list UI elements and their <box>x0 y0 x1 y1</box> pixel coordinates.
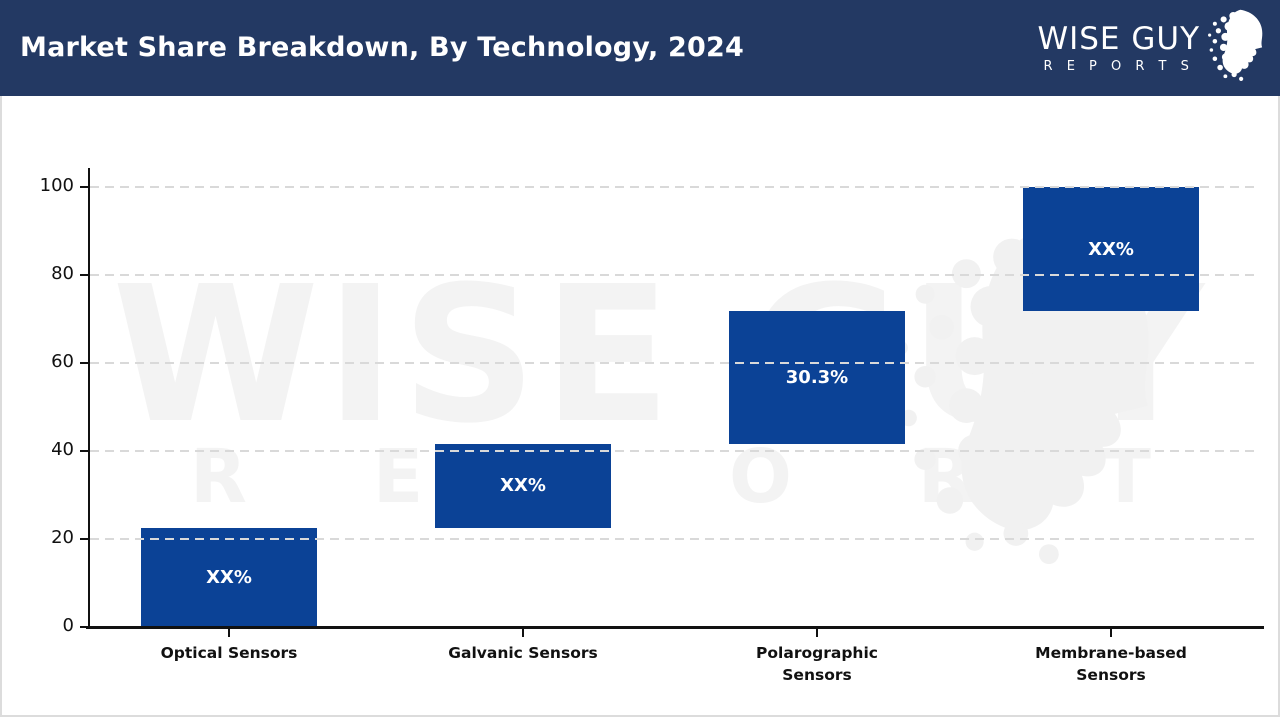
gridline-40 <box>90 450 1260 452</box>
x-axis-line <box>86 626 1264 629</box>
bar-polarographic-sensors: 30.3% <box>729 311 905 445</box>
y-axis-tick-label-100: 100 <box>39 175 74 196</box>
y-axis-tick-80 <box>80 274 88 276</box>
x-axis-tick-membrane-based-sensors <box>1110 629 1112 637</box>
y-axis-tick-label-80: 80 <box>51 263 74 284</box>
bar-label-galvanic-sensors: XX% <box>500 475 546 497</box>
gridline-100 <box>90 186 1260 188</box>
wiseguy-head-icon <box>1200 8 1270 85</box>
x-axis-tick-galvanic-sensors <box>522 629 524 637</box>
wiseguy-logo: WISE GUY R E P O R T S <box>1037 8 1270 85</box>
chart-header: Market Share Breakdown, By Technology, 2… <box>0 0 1280 96</box>
y-axis-tick-40 <box>80 450 88 452</box>
logo-subtext: R E P O R T S <box>1043 59 1194 75</box>
y-axis-tick-label-40: 40 <box>51 439 74 460</box>
x-axis-label-galvanic-sensors: Galvanic Sensors <box>448 644 598 662</box>
bar-label-optical-sensors: XX% <box>206 566 252 588</box>
gridline-20 <box>90 538 1260 540</box>
logo-wordmark: WISE GUY <box>1037 21 1200 57</box>
y-axis-tick-20 <box>80 538 88 540</box>
bar-optical-sensors: XX% <box>141 527 317 627</box>
y-axis-tick-label-20: 20 <box>51 527 74 548</box>
bar-label-polarographic-sensors: 30.3% <box>785 367 849 389</box>
y-axis-tick-60 <box>80 362 88 364</box>
wiseguy-logo-text: WISE GUY R E P O R T S <box>1037 22 1200 74</box>
bar-galvanic-sensors: XX% <box>435 444 611 528</box>
x-axis-label-polarographic-sensors: Polarographic Sensors <box>756 644 878 685</box>
gridline-80 <box>90 274 1260 276</box>
y-axis-tick-label-0: 0 <box>62 615 74 636</box>
bar-membrane-based-sensors: XX% <box>1023 187 1199 312</box>
x-axis-tick-optical-sensors <box>228 629 230 637</box>
y-axis-tick-0 <box>80 626 88 628</box>
y-axis-tick-100 <box>80 186 88 188</box>
chart-title: Market Share Breakdown, By Technology, 2… <box>20 32 745 63</box>
x-axis-tick-polarographic-sensors <box>816 629 818 637</box>
gridline-60 <box>90 362 1260 364</box>
y-axis-tick-label-60: 60 <box>51 351 74 372</box>
x-axis-label-optical-sensors: Optical Sensors <box>160 644 298 662</box>
y-axis-line <box>88 168 90 628</box>
bar-label-membrane-based-sensors: XX% <box>1088 238 1134 260</box>
x-axis-label-membrane-based-sensors: Membrane-based Sensors <box>1035 644 1187 685</box>
